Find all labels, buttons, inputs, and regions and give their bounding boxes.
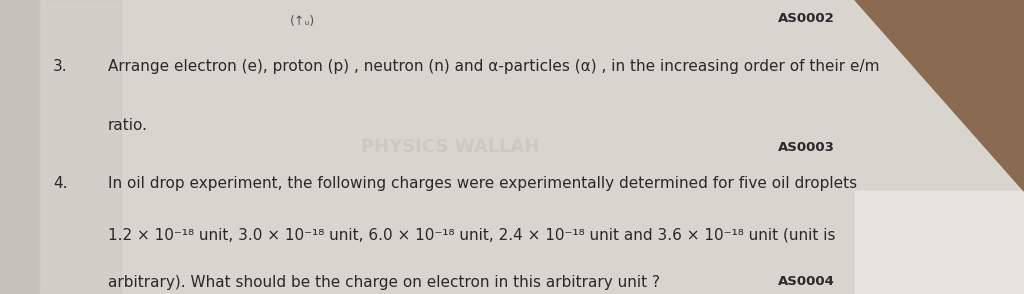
Bar — [0, 0, 39, 294]
Text: ratio.: ratio. — [108, 118, 147, 133]
Text: Arrange electron (e), proton (p) , neutron (n) and α-particles (α) , in the incr: Arrange electron (e), proton (p) , neutr… — [108, 59, 879, 74]
Text: 3.: 3. — [53, 59, 68, 74]
Bar — [39, 0, 121, 294]
Text: 4.: 4. — [53, 176, 68, 191]
Text: 1.2 × 10⁻¹⁸ unit, 3.0 × 10⁻¹⁸ unit, 6.0 × 10⁻¹⁸ unit, 2.4 × 10⁻¹⁸ unit and 3.6 ×: 1.2 × 10⁻¹⁸ unit, 3.0 × 10⁻¹⁸ unit, 6.0 … — [108, 228, 835, 243]
Text: (↑ᵤ): (↑ᵤ) — [290, 15, 314, 28]
Text: AS0004: AS0004 — [777, 275, 835, 288]
Text: arbitrary). What should be the charge on electron in this arbitrary unit ?: arbitrary). What should be the charge on… — [108, 275, 659, 290]
Text: AS0002: AS0002 — [778, 12, 835, 25]
Polygon shape — [855, 0, 1024, 191]
Text: AS0003: AS0003 — [777, 141, 835, 154]
Text: PHYSICS WALLAH: PHYSICS WALLAH — [361, 138, 540, 156]
Bar — [855, 191, 1024, 294]
Text: In oil drop experiment, the following charges were experimentally determined for: In oil drop experiment, the following ch… — [108, 176, 857, 191]
